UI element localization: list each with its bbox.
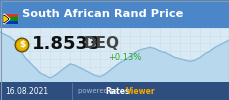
Polygon shape bbox=[4, 15, 9, 23]
Text: 16.08.2021: 16.08.2021 bbox=[5, 86, 48, 96]
Text: DEQ: DEQ bbox=[83, 36, 119, 52]
Text: $: $ bbox=[19, 40, 25, 50]
Bar bbox=[4, 14, 18, 24]
Circle shape bbox=[14, 38, 29, 52]
Bar bbox=[4, 14, 18, 18]
Polygon shape bbox=[0, 32, 229, 82]
Text: South African Rand Price: South African Rand Price bbox=[22, 9, 183, 19]
Bar bbox=[4, 17, 18, 21]
Text: Viewer: Viewer bbox=[125, 86, 155, 96]
Text: powered by: powered by bbox=[78, 88, 120, 94]
Bar bbox=[4, 20, 18, 24]
Bar bbox=[0, 0, 229, 28]
Circle shape bbox=[17, 40, 27, 50]
Text: Rates: Rates bbox=[105, 86, 129, 96]
Text: +0.13%: +0.13% bbox=[108, 52, 141, 62]
Bar bbox=[0, 82, 229, 100]
Bar bbox=[0, 28, 229, 82]
Circle shape bbox=[16, 39, 28, 51]
Polygon shape bbox=[4, 14, 10, 24]
Polygon shape bbox=[4, 16, 8, 22]
Text: 1.8533: 1.8533 bbox=[31, 35, 101, 53]
